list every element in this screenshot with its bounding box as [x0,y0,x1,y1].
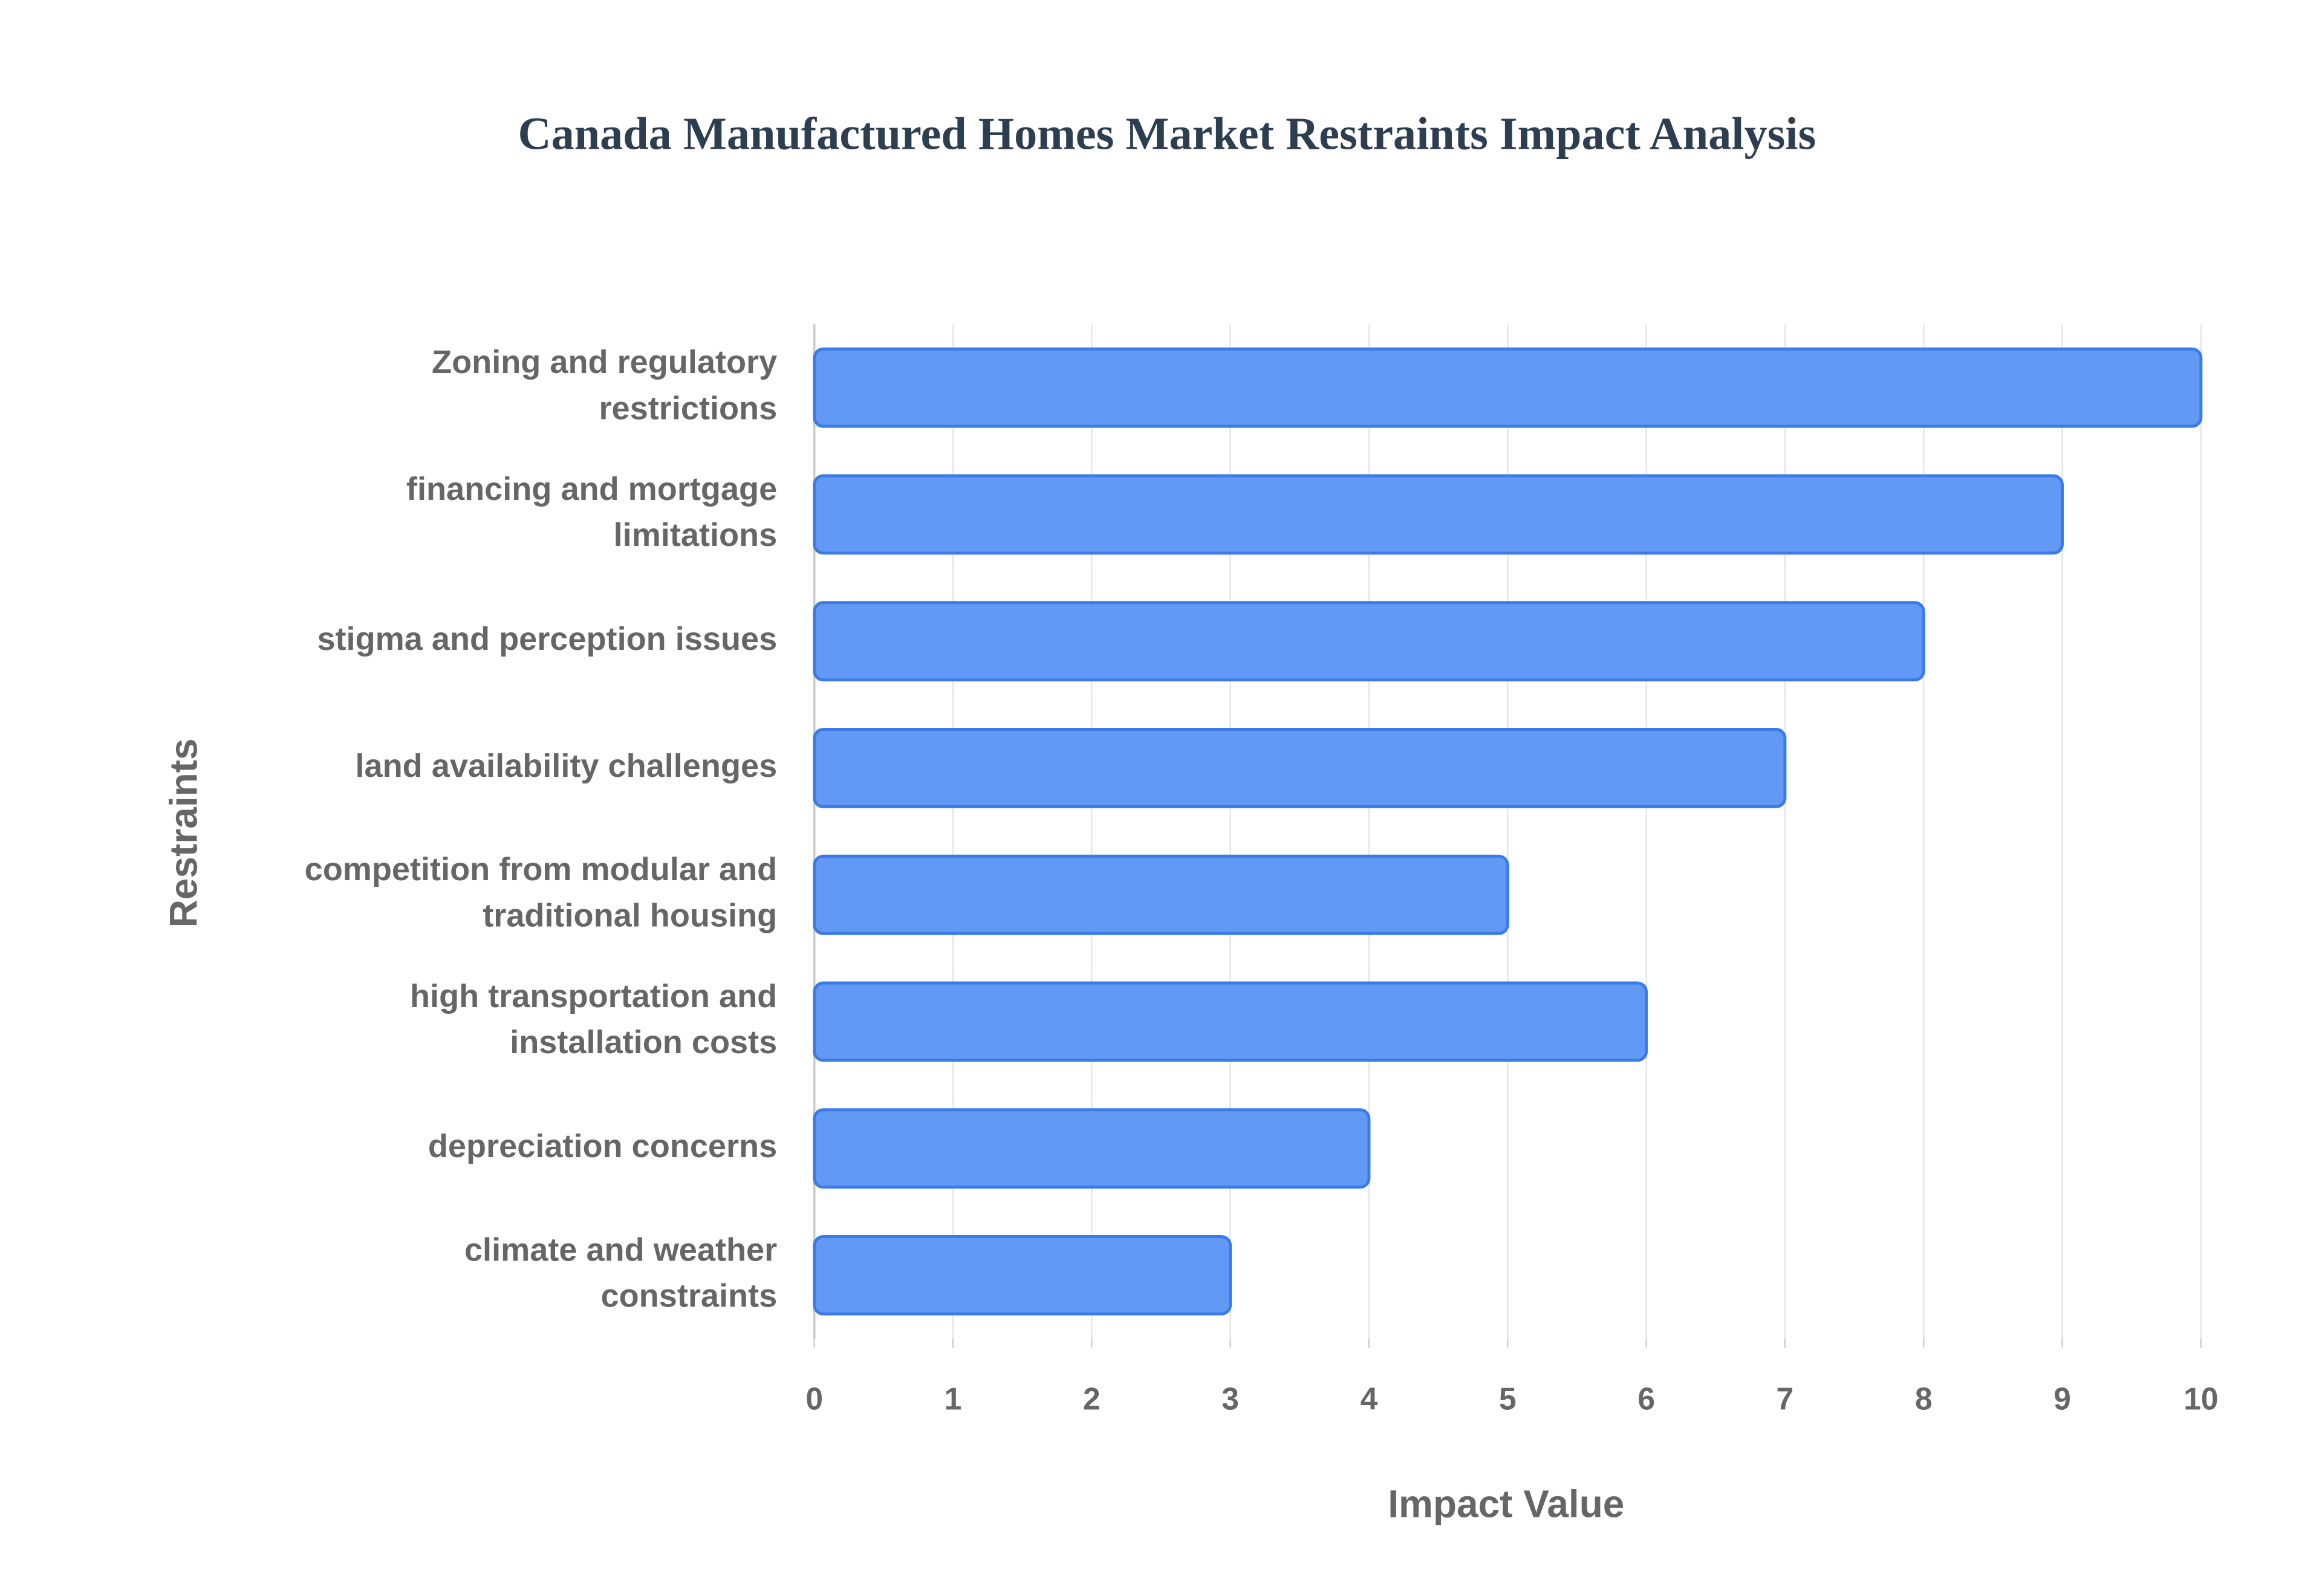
x-tick-label: 8 [1915,1381,1933,1416]
y-tick-label: land availability challenges [356,748,778,784]
bar [813,474,2064,555]
bar [813,1108,1371,1189]
y-tick-label: depreciation concerns [428,1128,777,1164]
y-tick-label: financing and mortgage limitations [406,471,777,553]
chart-title: Canada Manufactured Homes Market Restrai… [518,108,1816,159]
y-tick-label: Zoning and regulatory restrictions [432,344,777,426]
y-tick-label: competition from modular and traditional … [305,851,778,933]
x-tick-label: 0 [805,1381,823,1416]
y-axis-title: Restraints [161,738,205,927]
bar [813,854,1509,935]
bar [813,1235,1232,1315]
x-tick-label: 7 [1777,1381,1794,1416]
bar [813,981,1648,1062]
x-tick-label: 4 [1361,1381,1378,1416]
x-axis-title: Impact Value [1388,1482,1624,1525]
x-tick-label: 6 [1637,1381,1655,1416]
x-tick-label: 2 [1083,1381,1101,1416]
y-tick-label: climate and weather constraints [464,1232,777,1314]
bar [813,728,1787,808]
x-tick-label: 10 [2184,1381,2218,1416]
x-tick-label: 3 [1221,1381,1239,1416]
x-tick-label: 9 [2054,1381,2071,1416]
y-tick-label: high transportation and installation cost… [410,978,777,1060]
x-tick-label: 5 [1499,1381,1517,1416]
y-tick-label: stigma and perception issues [317,621,777,657]
bar [813,601,1925,682]
bar [813,347,2203,428]
x-tick-label: 1 [945,1381,962,1416]
